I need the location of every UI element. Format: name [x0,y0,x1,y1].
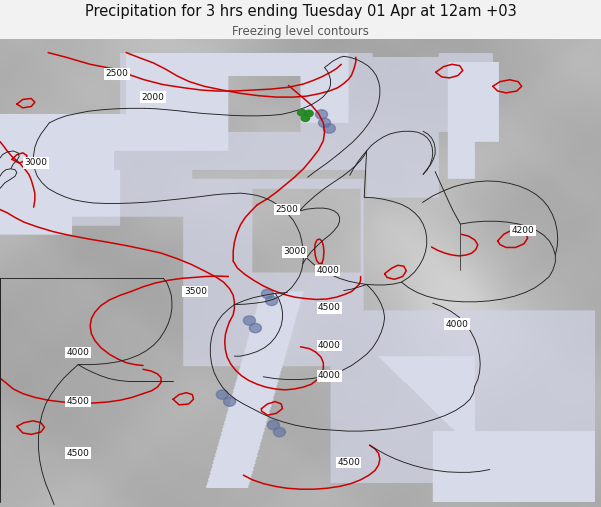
Circle shape [249,323,261,333]
Text: Precipitation for 3 hrs ending Tuesday 01 Apr at 12am +03: Precipitation for 3 hrs ending Tuesday 0… [85,4,516,19]
Circle shape [243,316,255,325]
Text: 4500: 4500 [337,458,360,467]
Circle shape [301,115,310,122]
Text: 3000: 3000 [25,158,47,167]
Text: 4000: 4000 [445,320,468,329]
Text: 4500: 4500 [67,397,90,406]
Text: 4500: 4500 [67,449,90,458]
Circle shape [224,397,236,406]
Circle shape [323,124,335,133]
Text: 4000: 4000 [318,371,341,380]
Text: 4000: 4000 [318,341,341,350]
Text: 4000: 4000 [67,348,90,357]
Circle shape [305,110,313,117]
Text: Freezing level contours: Freezing level contours [232,25,369,38]
Text: 2000: 2000 [142,93,165,101]
Circle shape [319,118,331,128]
Circle shape [266,296,278,306]
Text: 2500: 2500 [276,205,299,214]
Text: 4200: 4200 [511,226,534,235]
Circle shape [216,390,228,399]
Text: 4500: 4500 [318,303,341,312]
Circle shape [261,289,273,299]
Circle shape [267,420,279,430]
Circle shape [297,110,306,116]
Text: 2500: 2500 [106,69,129,78]
Circle shape [273,427,285,437]
Text: 3500: 3500 [184,287,207,296]
Text: 4000: 4000 [316,266,339,275]
Text: 3000: 3000 [283,247,306,256]
Circle shape [316,110,328,119]
